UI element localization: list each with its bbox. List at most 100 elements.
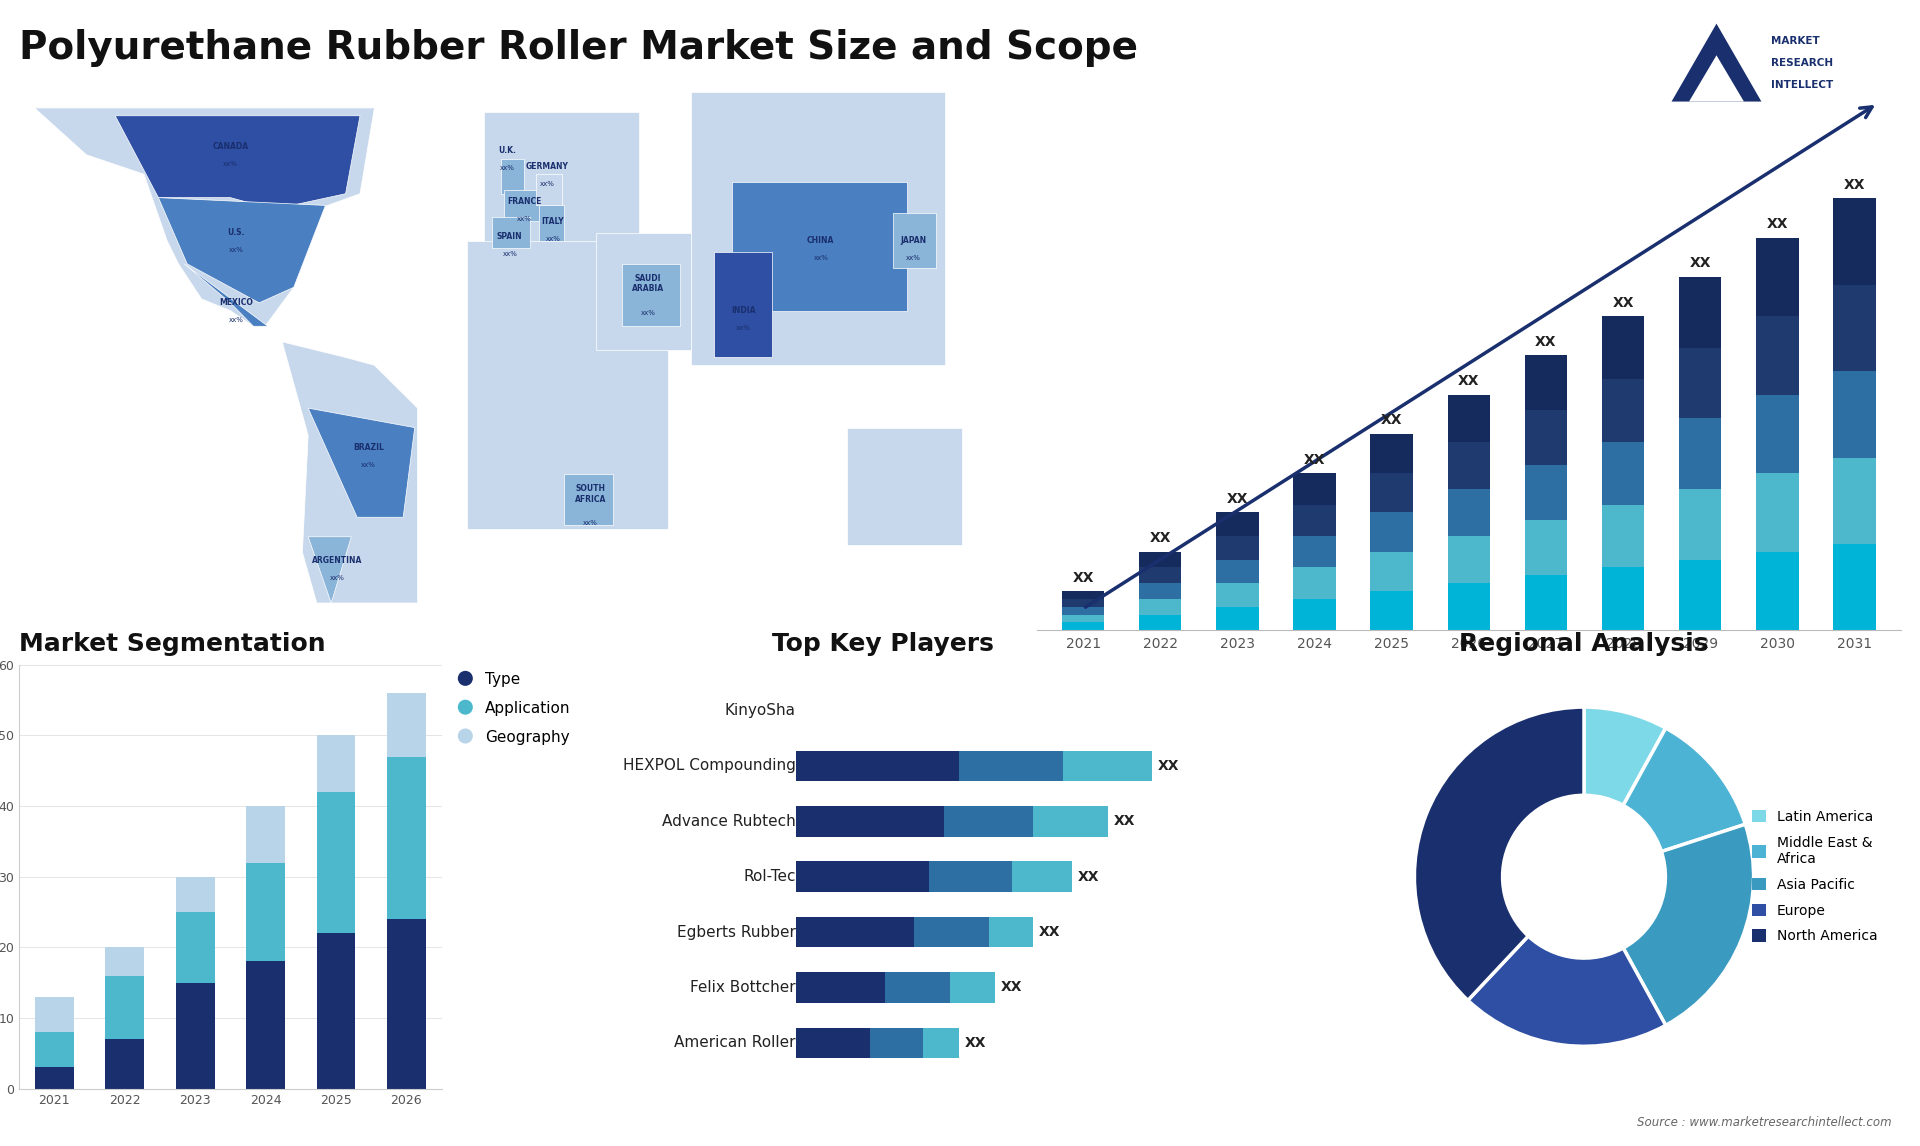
Text: xx%: xx% [545, 236, 561, 242]
Wedge shape [1469, 936, 1667, 1046]
Bar [1448, 489, 1490, 536]
Wedge shape [1584, 707, 1667, 806]
Polygon shape [691, 93, 945, 366]
Bar [1062, 622, 1104, 630]
Bar [1601, 504, 1644, 567]
Polygon shape [714, 252, 772, 358]
Polygon shape [282, 342, 419, 603]
Bar [106, 948, 144, 975]
Polygon shape [847, 427, 962, 544]
Text: FRANCE: FRANCE [507, 197, 541, 206]
Bar [177, 982, 215, 1089]
Bar [1371, 473, 1413, 512]
Bar [1139, 551, 1181, 567]
Text: xx%: xx% [814, 256, 828, 261]
Polygon shape [536, 174, 563, 205]
Bar [1524, 575, 1567, 630]
Polygon shape [307, 536, 351, 603]
Text: XX: XX [1380, 414, 1402, 427]
Text: xx%: xx% [228, 248, 244, 253]
Bar [1139, 599, 1181, 614]
Text: xx%: xx% [641, 309, 655, 315]
Bar [1139, 567, 1181, 583]
Bar [246, 806, 284, 863]
Bar [1678, 277, 1722, 347]
Text: SOUTH
AFRICA: SOUTH AFRICA [574, 484, 607, 503]
Text: XX: XX [1843, 178, 1864, 191]
Text: RESEARCH: RESEARCH [1772, 57, 1834, 68]
Text: xx%: xx% [361, 462, 376, 468]
Bar [1678, 347, 1722, 418]
Bar [388, 693, 426, 756]
Text: xx%: xx% [584, 520, 597, 526]
Text: BRAZIL: BRAZIL [353, 442, 384, 452]
Text: XX: XX [1766, 217, 1788, 231]
Text: XX: XX [1150, 532, 1171, 545]
Text: SPAIN: SPAIN [497, 233, 522, 241]
Bar [246, 863, 284, 961]
Polygon shape [157, 197, 326, 303]
Bar [1757, 237, 1799, 316]
Bar [1215, 559, 1260, 583]
Bar [1294, 504, 1336, 536]
Bar [177, 912, 215, 982]
Text: CHINA: CHINA [806, 236, 835, 245]
Bar [1834, 457, 1876, 544]
Text: INTELLECT: INTELLECT [1772, 79, 1834, 89]
Bar [1062, 591, 1104, 599]
Text: JAPAN: JAPAN [900, 236, 925, 245]
Bar [1215, 583, 1260, 606]
Bar [1524, 355, 1567, 410]
Text: Market Segmentation: Market Segmentation [19, 631, 326, 656]
Text: xx%: xx% [330, 574, 344, 581]
Bar [35, 1033, 73, 1068]
Bar [1139, 614, 1181, 630]
Bar [1448, 394, 1490, 442]
Bar [1215, 512, 1260, 536]
Polygon shape [307, 408, 415, 517]
Text: xx%: xx% [223, 162, 238, 167]
Bar [1062, 614, 1104, 622]
Bar [317, 792, 355, 933]
Bar [1601, 442, 1644, 504]
Polygon shape [538, 205, 564, 241]
Legend: Latin America, Middle East &
Africa, Asia Pacific, Europe, North America: Latin America, Middle East & Africa, Asi… [1753, 810, 1878, 943]
Wedge shape [1415, 707, 1584, 1000]
Polygon shape [597, 233, 691, 350]
Polygon shape [732, 182, 908, 311]
Text: xx%: xx% [228, 317, 244, 323]
Text: U.S.: U.S. [227, 228, 246, 237]
Polygon shape [501, 158, 524, 194]
Bar [1757, 551, 1799, 630]
Bar [1678, 559, 1722, 630]
Bar [1139, 583, 1181, 599]
Bar [1371, 512, 1413, 551]
Bar [388, 756, 426, 919]
Polygon shape [1672, 24, 1761, 102]
Bar [388, 919, 426, 1089]
Text: CANADA: CANADA [213, 142, 248, 151]
Bar [1215, 606, 1260, 630]
Polygon shape [893, 213, 937, 268]
Bar [1371, 551, 1413, 591]
Bar [246, 961, 284, 1089]
Polygon shape [1690, 55, 1743, 102]
Wedge shape [1622, 728, 1745, 851]
Bar [35, 1068, 73, 1089]
Text: MEXICO: MEXICO [219, 298, 253, 307]
Bar [1834, 284, 1876, 371]
Polygon shape [467, 241, 668, 529]
Text: xx%: xx% [503, 251, 516, 257]
Text: INDIA: INDIA [732, 306, 755, 315]
Bar [317, 736, 355, 792]
Bar [1294, 599, 1336, 630]
Bar [1294, 567, 1336, 599]
Polygon shape [115, 116, 361, 210]
Bar [1678, 418, 1722, 489]
Text: ITALY: ITALY [541, 217, 564, 226]
Text: ARGENTINA: ARGENTINA [311, 556, 363, 565]
Bar [1601, 379, 1644, 442]
Bar [1062, 606, 1104, 614]
Bar [35, 997, 73, 1033]
Polygon shape [622, 264, 680, 327]
